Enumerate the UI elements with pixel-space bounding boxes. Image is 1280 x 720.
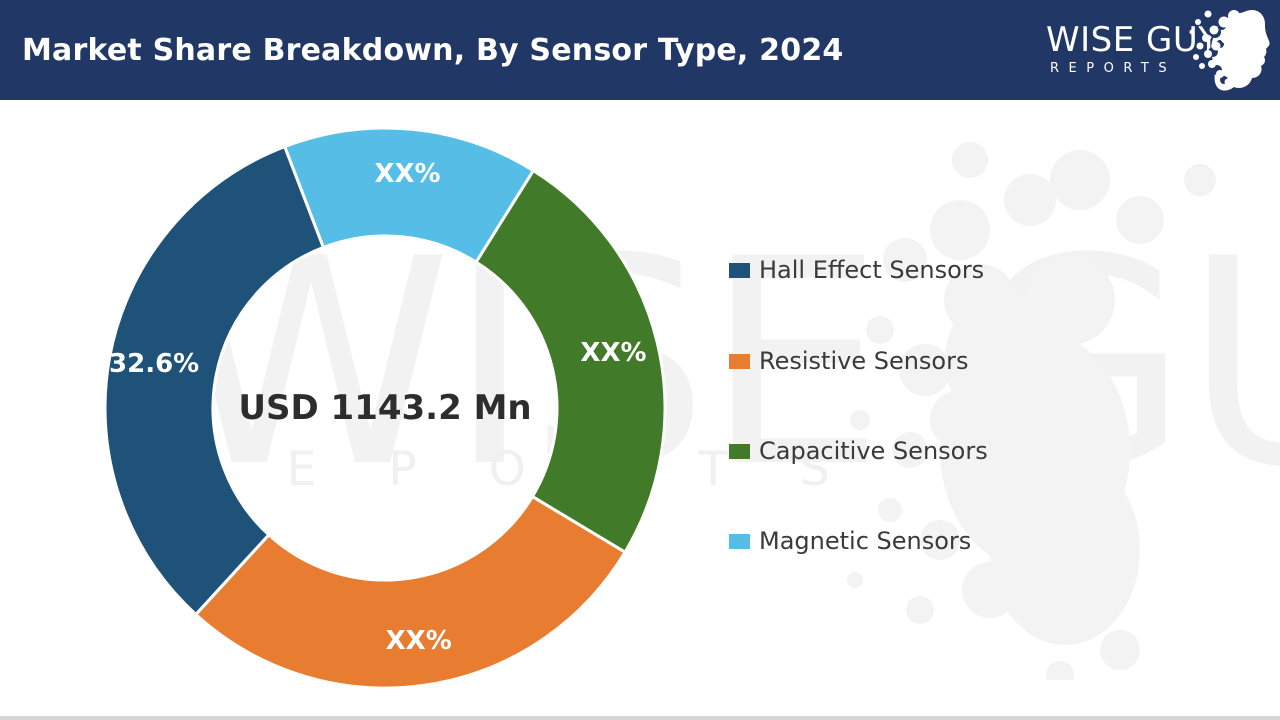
legend-label: Resistive Sensors xyxy=(759,347,969,375)
legend-swatch xyxy=(729,353,750,369)
legend-item-capacitive-sensors: Capacitive Sensors xyxy=(729,436,988,466)
legend-swatch xyxy=(729,533,750,549)
footer-strip xyxy=(0,716,1280,720)
donut-segment-capacitive-sensors xyxy=(474,169,667,554)
segment-percent-label: XX% xyxy=(374,159,441,190)
wiseguy-head-icon xyxy=(1189,9,1270,91)
donut-segment-resistive-sensors xyxy=(194,495,627,690)
legend-label: Magnetic Sensors xyxy=(759,527,972,555)
legend-label: Hall Effect Sensors xyxy=(759,256,985,284)
wiseguy-logo-text: WISE GUY xyxy=(1046,20,1220,60)
legend-item-hall-effect-sensors: Hall Effect Sensors xyxy=(729,255,984,285)
legend-swatch xyxy=(729,443,750,459)
header: Market Share Breakdown, By Sensor Type, … xyxy=(0,0,1280,100)
segment-percent-label: 32.6% xyxy=(109,349,200,380)
wiseguy-logo-subtext: REPORTS xyxy=(1050,61,1177,76)
donut-segment-hall-effect-sensors xyxy=(103,145,325,616)
page-title: Market Share Breakdown, By Sensor Type, … xyxy=(22,32,844,68)
legend-item-resistive-sensors: Resistive Sensors xyxy=(729,346,968,376)
segment-percent-label: XX% xyxy=(580,338,647,369)
watermark-head-dots xyxy=(847,142,1216,680)
watermark-text-sub: REPORTS xyxy=(182,442,902,497)
donut-center-label: USD 1143.2 Mn xyxy=(238,388,532,428)
legend-label: Capacitive Sensors xyxy=(759,437,988,465)
segment-percent-label: XX% xyxy=(385,625,452,656)
legend-swatch xyxy=(729,262,750,278)
legend-item-magnetic-sensors: Magnetic Sensors xyxy=(729,526,971,556)
